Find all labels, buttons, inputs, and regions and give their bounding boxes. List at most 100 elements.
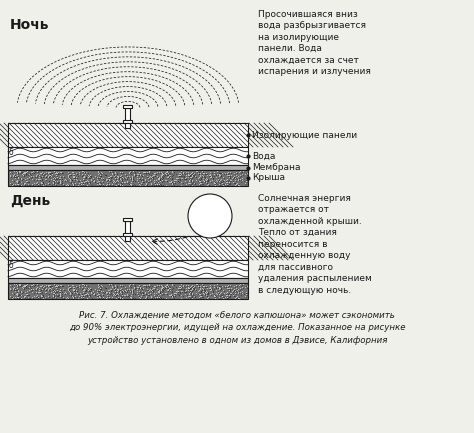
Point: [134, 174, 142, 181]
Point: [213, 294, 221, 301]
Point: [14, 291, 21, 298]
Point: [188, 294, 196, 301]
Point: [229, 176, 237, 183]
Point: [90, 177, 98, 184]
Point: [199, 287, 207, 294]
Bar: [124, 120, 133, 123]
Point: [156, 170, 164, 177]
Point: [79, 176, 87, 183]
Point: [209, 177, 216, 184]
Point: [167, 288, 174, 294]
Point: [142, 177, 150, 184]
Point: [219, 286, 226, 293]
Point: [217, 171, 225, 178]
Point: [57, 291, 65, 298]
Point: [163, 286, 170, 293]
Point: [15, 286, 22, 293]
Bar: [8, 283, 248, 299]
Point: [146, 174, 153, 181]
Point: [178, 282, 186, 289]
Point: [74, 181, 82, 188]
Point: [11, 294, 19, 301]
Point: [188, 171, 196, 178]
Point: [192, 289, 200, 296]
Point: [233, 173, 241, 180]
Point: [144, 291, 152, 298]
Point: [56, 177, 64, 184]
Point: [215, 284, 222, 291]
Point: [95, 171, 102, 178]
Point: [48, 283, 55, 290]
Point: [36, 288, 44, 294]
Point: [196, 288, 204, 294]
Point: [107, 294, 114, 301]
Point: [143, 178, 150, 184]
Point: [142, 282, 149, 289]
Point: [185, 284, 192, 291]
Point: [52, 288, 60, 294]
Point: [124, 292, 132, 299]
Point: [177, 181, 184, 188]
Point: [198, 281, 206, 288]
Point: [111, 287, 118, 294]
Point: [212, 289, 220, 296]
Point: [99, 283, 106, 290]
Point: [70, 181, 78, 187]
Point: [168, 284, 176, 291]
Point: [146, 288, 153, 295]
Point: [82, 169, 90, 176]
Point: [100, 175, 107, 182]
Point: [14, 170, 22, 177]
Point: [9, 289, 16, 296]
Point: [95, 182, 103, 189]
Point: [164, 171, 172, 178]
Point: [142, 282, 149, 289]
Point: [71, 295, 78, 302]
Point: [145, 283, 152, 290]
Point: [214, 175, 222, 182]
Point: [201, 284, 208, 291]
Point: [66, 289, 74, 296]
Point: [96, 181, 104, 188]
Point: [143, 283, 151, 290]
Point: [38, 171, 46, 178]
Point: [9, 180, 17, 187]
Point: [159, 175, 166, 182]
Point: [224, 172, 232, 179]
Point: [82, 283, 89, 290]
Point: [114, 173, 122, 180]
Point: [116, 181, 124, 188]
Point: [36, 176, 44, 183]
Point: [166, 179, 173, 186]
Point: [118, 292, 125, 299]
Point: [100, 179, 107, 186]
Point: [46, 294, 53, 301]
Point: [203, 172, 211, 179]
Point: [38, 289, 46, 296]
Point: [68, 282, 76, 289]
Point: [184, 285, 192, 292]
Point: [201, 178, 209, 185]
Point: [109, 171, 116, 178]
Point: [62, 294, 70, 301]
Point: [110, 285, 118, 292]
Point: [195, 288, 203, 295]
Point: [161, 284, 168, 291]
Point: [59, 285, 67, 292]
Point: [125, 169, 133, 176]
Point: [52, 171, 60, 178]
Point: [190, 178, 198, 185]
Point: [215, 281, 223, 288]
Point: [79, 288, 87, 295]
Point: [184, 172, 191, 179]
Point: [71, 174, 79, 181]
Point: [99, 170, 106, 177]
Point: [76, 293, 84, 300]
Point: [120, 178, 128, 185]
Point: [222, 291, 229, 298]
Point: [60, 177, 68, 184]
Point: [236, 177, 243, 184]
Point: [35, 293, 42, 300]
Point: [35, 180, 42, 187]
Point: [133, 288, 141, 294]
